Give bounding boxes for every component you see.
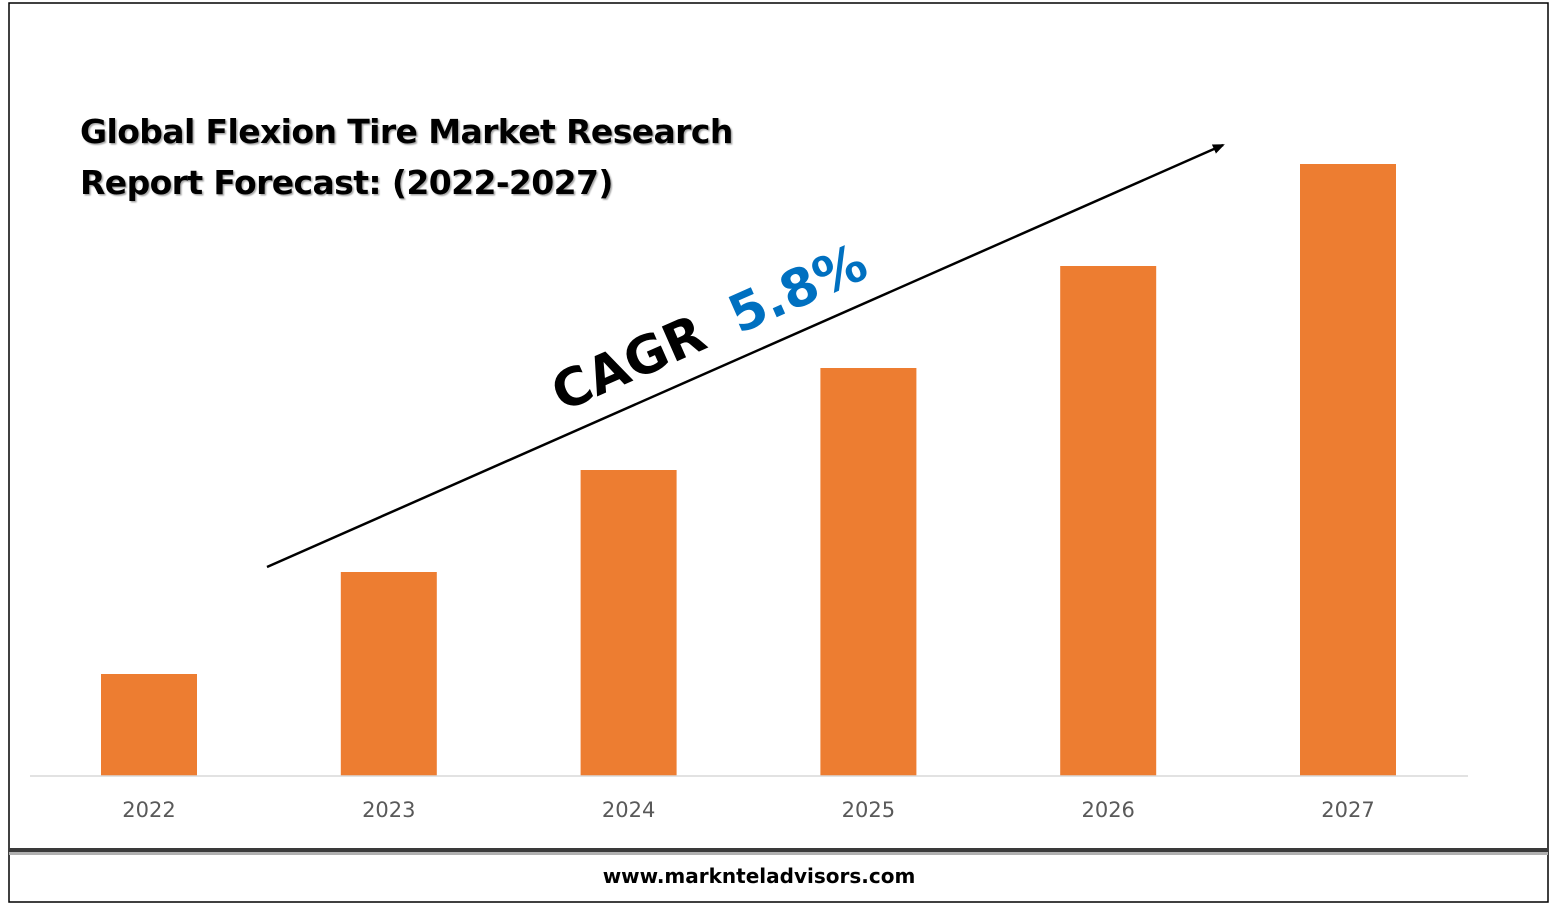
chart-title-line-1: Global Flexion Tire Market Research: [80, 112, 733, 151]
chart-title-line-2: Report Forecast: (2022-2027): [80, 163, 613, 202]
x-tick-label-2027: 2027: [1321, 798, 1374, 822]
x-tick-label-2023: 2023: [362, 798, 415, 822]
footer-website: www.marknteladvisors.com: [603, 864, 916, 888]
bars-layer: [101, 164, 1396, 776]
bar-2027: [1300, 164, 1396, 776]
bar-2026: [1060, 266, 1157, 776]
chart-title: Global Flexion Tire Market Research Repo…: [80, 112, 733, 202]
outer-frame: [8, 2, 1549, 903]
bar-2024: [580, 470, 677, 776]
bar-2023: [340, 572, 437, 776]
footer-separator: [9, 848, 1548, 852]
bar-2025: [820, 368, 917, 776]
x-tick-label-2026: 2026: [1081, 798, 1134, 822]
x-tick-label-2022: 2022: [122, 798, 175, 822]
trend-arrow: [266, 143, 1225, 569]
x-tick-label-2024: 2024: [602, 798, 655, 822]
x-tick-label-2025: 2025: [842, 798, 895, 822]
footer-separator-shadow: [9, 852, 1548, 855]
cagr-value: 5.8%: [720, 233, 876, 346]
x-tick-labels: 2022 2023 2024 2025 2026 2027: [122, 798, 1374, 822]
bar-2022: [101, 674, 197, 776]
